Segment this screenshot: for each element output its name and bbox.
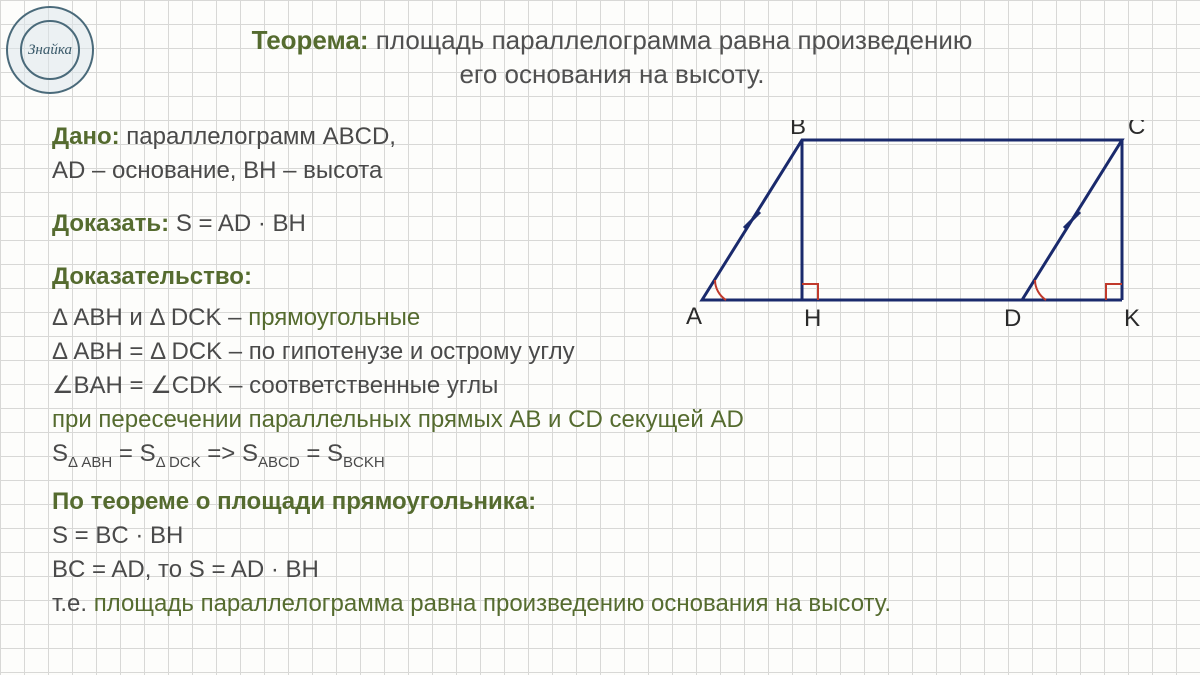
proof-l1b: прямоугольные <box>248 304 420 331</box>
proof-l2: Δ ABH = Δ DCK – по гипотенузе и острому … <box>52 335 1172 369</box>
label-b: B <box>790 120 806 140</box>
theorem-label: Теорема: <box>252 25 369 55</box>
page-content: Теорема: площадь параллелограмма равна п… <box>52 24 1172 622</box>
given-line2: AD – основание, BH – высота <box>52 154 652 189</box>
title-line1: площадь параллелограмма равна произведен… <box>369 25 973 55</box>
theorem-title: Теорема: площадь параллелограмма равна п… <box>52 24 1172 92</box>
proof-l4: при пересечении параллельных прямых AB и… <box>52 403 1172 437</box>
given-line1: параллелограмм ABCD, <box>120 123 396 150</box>
label-d: D <box>1004 305 1021 330</box>
rect-l3a: т.е. <box>52 590 94 617</box>
proof-l3: ∠BAH = ∠CDK – соответственные углы <box>52 369 1172 403</box>
diagram-block: A B C D H K <box>652 120 1172 295</box>
given-prove-block: Дано: параллелограмм ABCD, AD – основани… <box>52 120 652 295</box>
rect-l1: S = BC · BH <box>52 519 1172 553</box>
rect-l3b: площадь параллелограмма равна произведен… <box>94 590 891 617</box>
rect-theorem-label: По теореме о площади прямоугольника: <box>52 485 1172 519</box>
proof-label: Доказательство: <box>52 260 652 295</box>
label-a: A <box>686 303 702 330</box>
label-h: H <box>804 305 821 330</box>
parallelogram-diagram: A B C D H K <box>682 120 1162 330</box>
given-label: Дано: <box>52 123 120 150</box>
proof-l1a: Δ ABH и Δ DCK – <box>52 304 248 331</box>
prove-label: Доказать: <box>52 210 169 237</box>
rect-l2: BC = AD, то S = AD · BH <box>52 553 1172 587</box>
proof-body: Δ ABH и Δ DCK – прямоугольные Δ ABH = Δ … <box>52 301 1172 622</box>
label-k: K <box>1124 305 1140 330</box>
label-c: C <box>1128 120 1145 140</box>
prove-eq: S = AD · BH <box>169 210 306 237</box>
proof-l5: SΔ ABH = SΔ DCK => SABCD = SBCKH <box>52 437 1172 473</box>
title-line2: его основания на высоту. <box>192 58 1032 92</box>
